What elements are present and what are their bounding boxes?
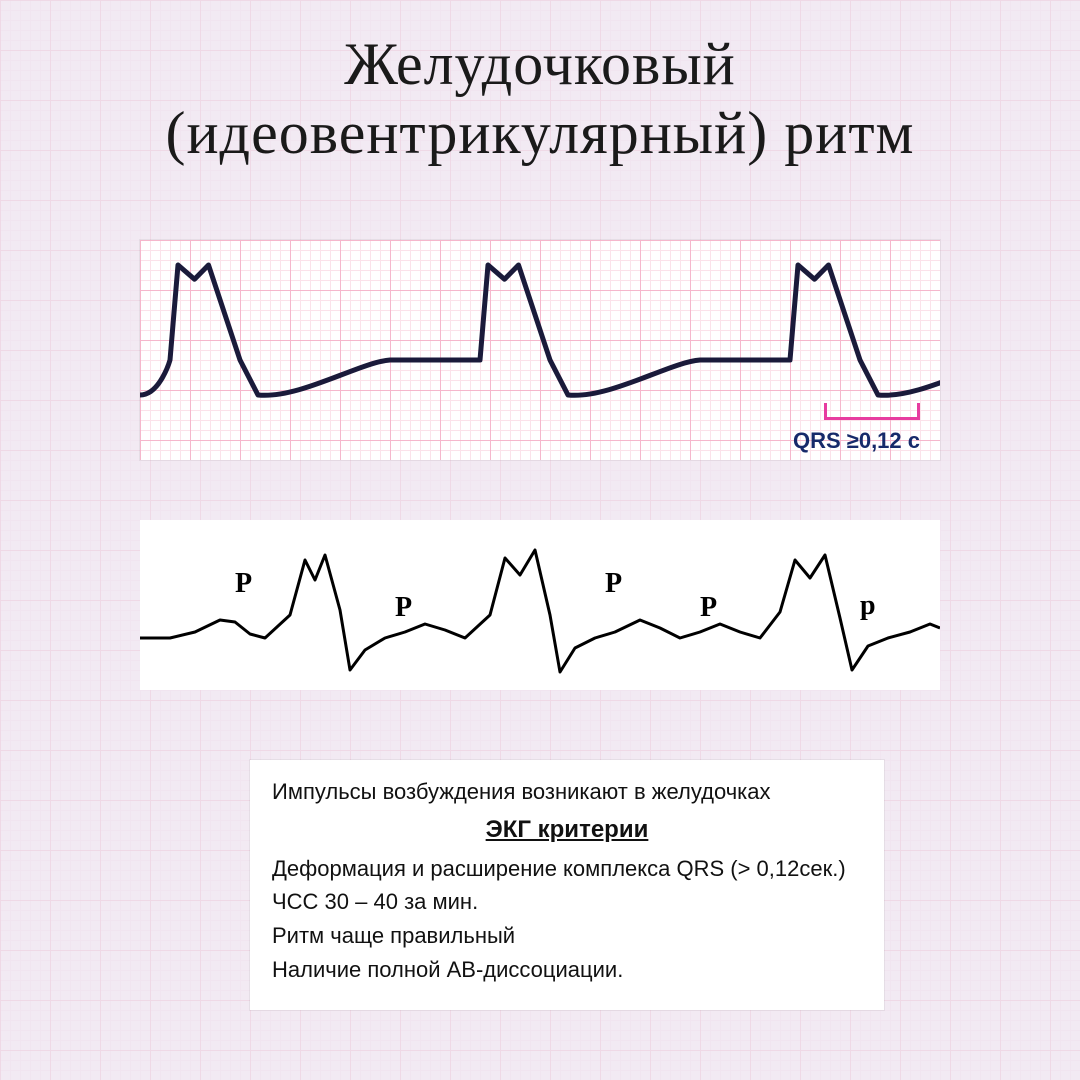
title-line-2: (идеовентрикулярный) ритм — [0, 99, 1080, 168]
ecg-trace-2 — [140, 520, 940, 690]
p-wave-label: P — [700, 592, 717, 624]
p-wave-label: P — [235, 568, 252, 600]
page-title: Желудочковый (идеовентрикулярный) ритм — [0, 30, 1080, 168]
title-line-1: Желудочковый — [0, 30, 1080, 99]
ecg-panel-av-dissociation: P P P Pp — [140, 520, 940, 690]
ecg-trace-1 — [140, 240, 940, 460]
criteria-title: ЭКГ критерии — [272, 816, 862, 844]
p-wave-label: p — [860, 590, 876, 622]
criteria-item: Ритм чаще правильный — [272, 921, 862, 951]
criteria-box: Импульсы возбуждения возникают в желудоч… — [250, 760, 884, 1010]
criteria-item: ЧСС 30 – 40 за мин. — [272, 887, 862, 917]
qrs-width-bracket — [824, 403, 920, 420]
criteria-item: Наличие полной АВ-диссоциации. — [272, 955, 862, 985]
criteria-lead: Импульсы возбуждения возникают в желудоч… — [272, 778, 862, 806]
ecg-panel-wide-qrs: QRS ≥0,12 с — [140, 240, 940, 460]
qrs-duration-label: QRS ≥0,12 с — [793, 428, 920, 454]
p-wave-label: P — [395, 592, 412, 624]
p-wave-label: P — [605, 568, 622, 600]
criteria-item: Деформация и расширение комплекса QRS (>… — [272, 854, 862, 884]
